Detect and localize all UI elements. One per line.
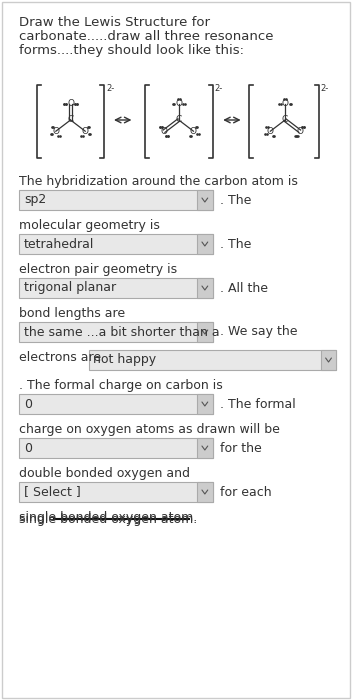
FancyBboxPatch shape	[197, 322, 213, 342]
Text: not happy: not happy	[93, 354, 157, 367]
Text: electron pair geometry is: electron pair geometry is	[19, 263, 178, 276]
Text: the same ...a bit shorter than a: the same ...a bit shorter than a	[24, 326, 220, 339]
Text: 0: 0	[24, 398, 32, 410]
FancyBboxPatch shape	[197, 190, 213, 210]
Text: O: O	[82, 127, 89, 136]
FancyBboxPatch shape	[197, 234, 213, 254]
Text: O: O	[281, 99, 289, 108]
FancyBboxPatch shape	[19, 394, 213, 414]
Text: single bonded oxygen atom.: single bonded oxygen atom.	[19, 513, 198, 526]
Text: electrons are: electrons are	[19, 351, 102, 364]
Text: . The formal: . The formal	[220, 398, 296, 410]
FancyBboxPatch shape	[19, 482, 213, 502]
FancyBboxPatch shape	[19, 322, 213, 342]
Text: . The: . The	[220, 193, 252, 206]
Text: O: O	[175, 99, 182, 108]
FancyBboxPatch shape	[19, 278, 213, 298]
Text: [ Select ]: [ Select ]	[24, 486, 81, 498]
Text: charge on oxygen atoms as drawn will be: charge on oxygen atoms as drawn will be	[19, 423, 280, 436]
Text: O: O	[267, 127, 274, 136]
Text: double bonded oxygen and: double bonded oxygen and	[19, 467, 190, 480]
Text: molecular geometry is: molecular geometry is	[19, 219, 160, 232]
Text: sp2: sp2	[24, 193, 46, 206]
Text: O: O	[190, 127, 197, 136]
FancyBboxPatch shape	[197, 278, 213, 298]
FancyBboxPatch shape	[321, 350, 336, 370]
FancyBboxPatch shape	[197, 482, 213, 502]
FancyBboxPatch shape	[88, 350, 336, 370]
Text: carbonate.....draw all three resonance: carbonate.....draw all three resonance	[19, 30, 274, 43]
Text: C: C	[282, 116, 288, 125]
FancyBboxPatch shape	[19, 190, 213, 210]
Text: O: O	[67, 99, 74, 108]
Text: forms....they should look like this:: forms....they should look like this:	[19, 44, 244, 57]
Text: . All the: . All the	[220, 281, 268, 295]
Text: bond lengths are: bond lengths are	[19, 307, 126, 320]
Text: . The formal charge on carbon is: . The formal charge on carbon is	[19, 379, 223, 392]
FancyBboxPatch shape	[197, 394, 213, 414]
Text: for each: for each	[220, 486, 272, 498]
Text: . The: . The	[220, 237, 252, 251]
Text: tetrahedral: tetrahedral	[24, 237, 95, 251]
FancyBboxPatch shape	[197, 438, 213, 458]
Text: 2-: 2-	[106, 84, 115, 93]
Text: C: C	[176, 116, 182, 125]
Text: 2-: 2-	[321, 84, 329, 93]
Text: single bonded oxygen atom.: single bonded oxygen atom.	[19, 511, 198, 524]
Text: Draw the Lewis Structure for: Draw the Lewis Structure for	[19, 16, 210, 29]
Text: 2-: 2-	[214, 84, 223, 93]
Text: for the: for the	[220, 442, 262, 454]
Text: The hybridization around the carbon atom is: The hybridization around the carbon atom…	[19, 175, 298, 188]
Text: O: O	[296, 127, 303, 136]
Text: O: O	[52, 127, 59, 136]
Text: . We say the: . We say the	[220, 326, 298, 339]
Text: C: C	[67, 116, 74, 125]
FancyBboxPatch shape	[19, 234, 213, 254]
FancyBboxPatch shape	[19, 438, 213, 458]
Text: trigonal planar: trigonal planar	[24, 281, 116, 295]
Text: 0: 0	[24, 442, 32, 454]
Text: O: O	[161, 127, 167, 136]
